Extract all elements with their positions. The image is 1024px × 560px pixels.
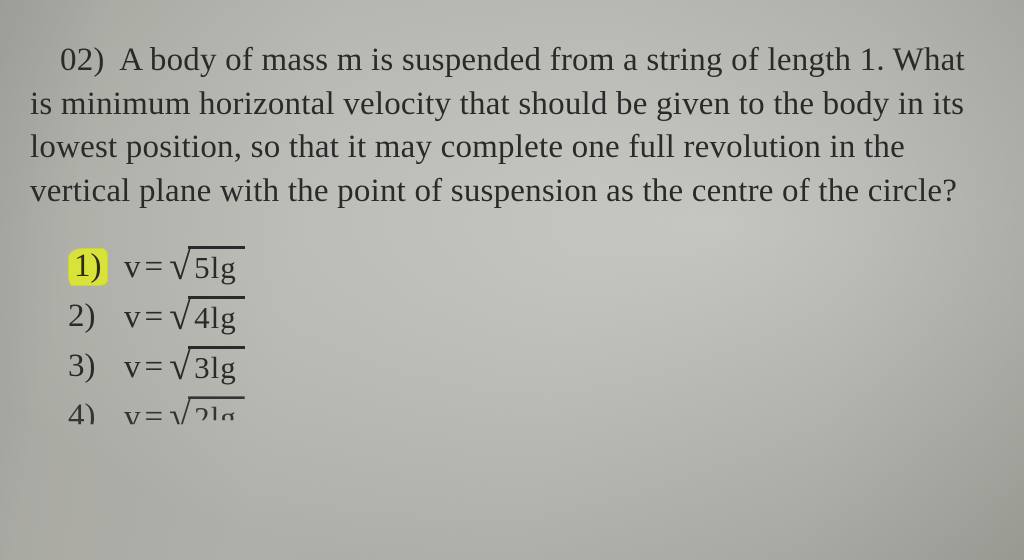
option-1-lhs: v [124,249,141,286]
radical-symbol: √ [169,399,191,439]
question-number: 02) [30,42,105,78]
equals-sign: = [145,349,164,386]
question-text: A body of mass m is suspended from a str… [30,42,965,209]
option-2-expression: v = √ 4lg [124,296,245,336]
option-1-radicand: 5lg [188,246,245,286]
option-2: 2) v = √ 4lg [68,296,1004,336]
option-1-number: 1) [68,248,110,285]
option-1-highlight: 1) [68,248,108,286]
question-block: 02) A body of mass m is suspended from a… [30,39,1004,436]
option-3-lhs: v [124,349,141,386]
option-4-number: 4) [68,398,110,435]
radical-symbol: √ [169,249,191,289]
option-1-expression: v = √ 5lg [124,246,245,286]
option-4-expression: v = √ 2lg [124,396,245,436]
option-4-radicand: 2lg [188,396,245,436]
option-2-number: 2) [68,298,110,335]
radical-symbol: √ [169,299,191,339]
option-3-number: 3) [68,348,110,385]
sqrt-icon: √ 5lg [169,246,245,286]
equals-sign: = [145,399,164,436]
question-stem: 02) A body of mass m is suspended from a… [30,39,1004,213]
scanned-page: 02) A body of mass m is suspended from a… [0,0,1024,560]
option-4: 4) v = √ 2lg [68,396,1004,436]
option-2-lhs: v [124,299,141,336]
option-4-lhs: v [124,399,141,436]
options-list: 1) v = √ 5lg 2) v = √ [30,246,1004,436]
sqrt-icon: √ 2lg [169,396,245,436]
equals-sign: = [145,249,164,286]
equals-sign: = [145,299,164,336]
option-1: 1) v = √ 5lg [68,246,1004,286]
option-3: 3) v = √ 3lg [68,346,1004,386]
sqrt-icon: √ 4lg [169,296,245,336]
option-2-radicand: 4lg [188,296,245,336]
sqrt-icon: √ 3lg [169,346,245,386]
radical-symbol: √ [169,349,191,389]
option-3-expression: v = √ 3lg [124,346,245,386]
option-3-radicand: 3lg [188,346,245,386]
